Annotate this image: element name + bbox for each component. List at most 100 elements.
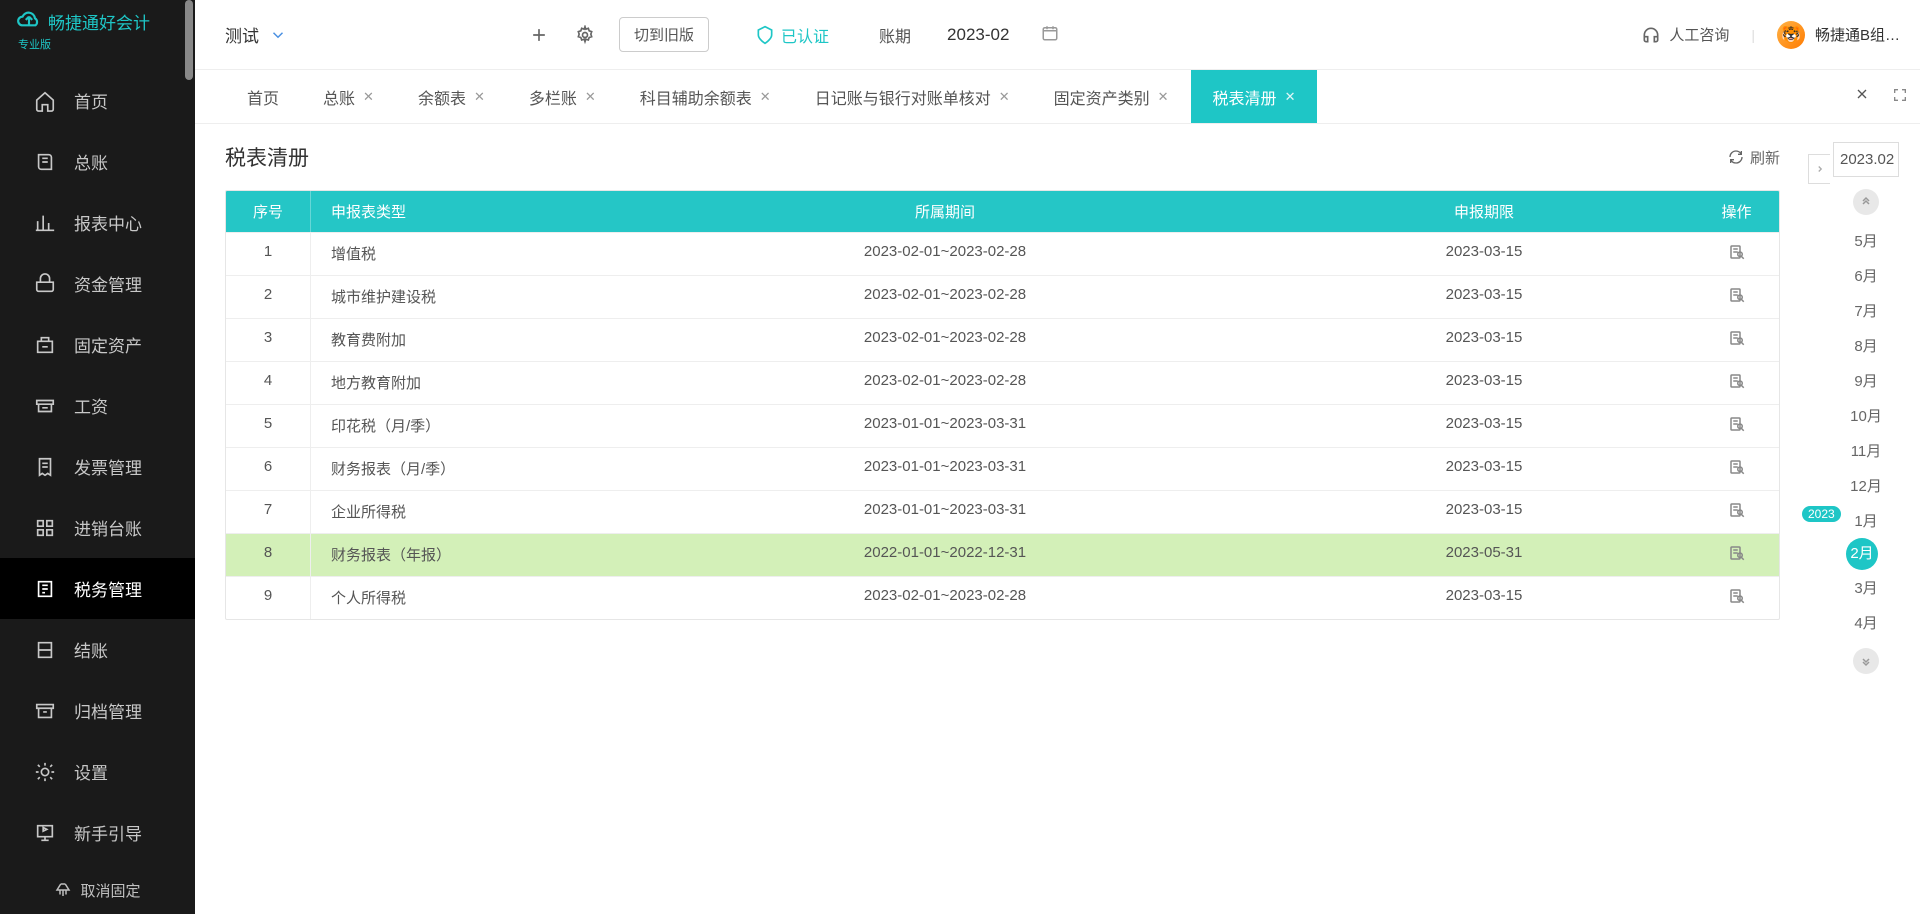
cell-period: 2023-01-01~2023-03-31 [616,448,1274,490]
period-picker[interactable] [1041,24,1059,45]
table-row[interactable]: 8财务报表（年报）2022-01-01~2022-12-312023-05-31 [226,533,1779,576]
table-row[interactable]: 4地方教育附加2023-02-01~2023-02-282023-03-15 [226,361,1779,404]
table-row[interactable]: 1增值税2023-02-01~2023-02-282023-03-15 [226,232,1779,275]
view-button[interactable] [1728,501,1746,519]
rail-month[interactable]: 1月2023 [1846,503,1886,538]
tab-close-button[interactable]: ✕ [999,89,1010,105]
tab-label: 多栏账 [529,85,577,109]
rail-month[interactable]: 11月 [1846,433,1886,468]
sidebar-scrollbar[interactable] [185,0,193,80]
rail-month[interactable]: 7月 [1846,293,1886,328]
table-row[interactable]: 3教育费附加2023-02-01~2023-02-282023-03-15 [226,318,1779,361]
sidebar-item-ledger[interactable]: 总账 [0,131,195,192]
cell-deadline: 2023-05-31 [1274,534,1694,576]
consult-button[interactable]: 人工咨询 [1641,24,1729,45]
rail-collapse-button[interactable] [1808,154,1830,184]
rail-month[interactable]: 2月 [1846,538,1878,570]
tab-close-button[interactable]: ✕ [585,89,596,105]
tab-close-button[interactable]: ✕ [474,89,485,105]
tab[interactable]: 科目辅助余额表✕ [618,70,793,123]
view-button[interactable] [1728,243,1746,261]
sidebar-item-home[interactable]: 首页 [0,70,195,131]
view-button[interactable] [1728,329,1746,347]
close-all-tabs-button[interactable] [1848,80,1876,113]
rail-month[interactable]: 12月 [1846,468,1886,503]
tab[interactable]: 多栏账 ✕ [507,70,618,123]
tab-close-button[interactable]: ✕ [363,89,374,105]
fullscreen-button[interactable] [1892,87,1908,106]
col-period: 所属期间 [616,191,1274,232]
sidebar-item-chart[interactable]: 报表中心 [0,192,195,253]
rail-month[interactable]: 3月 [1846,570,1886,605]
sidebar-unpin[interactable]: 取消固定 [0,866,195,914]
col-idx: 序号 [226,191,311,232]
rail-display[interactable]: 2023.02 [1833,142,1899,177]
tax-table: 序号 申报表类型 所属期间 申报期限 操作 1增值税2023-02-01~202… [225,190,1780,620]
tab[interactable]: 首页 [225,70,301,123]
table-row[interactable]: 2城市维护建设税2023-02-01~2023-02-282023-03-15 [226,275,1779,318]
account-selector[interactable]: 测试 [225,22,505,47]
table-row[interactable]: 9个人所得税2023-02-01~2023-02-282023-03-15 [226,576,1779,619]
sidebar-item-archive[interactable]: 归档管理 [0,680,195,741]
rail-month[interactable]: 8月 [1846,328,1886,363]
tab[interactable]: 税表清册✕ [1191,70,1318,123]
cell-deadline: 2023-03-15 [1274,362,1694,404]
rail-scroll-down[interactable] [1853,648,1879,674]
cell-period: 2023-02-01~2023-02-28 [616,577,1274,619]
switch-old-version-button[interactable]: 切到旧版 [619,17,709,52]
tab-label: 总账 [323,85,355,109]
rail-month[interactable]: 4月 [1846,605,1886,640]
refresh-button[interactable]: 刷新 [1728,147,1780,168]
verified-badge[interactable]: 已认证 [755,23,829,47]
tab[interactable]: 日记账与银行对账单核对✕ [793,70,1032,123]
sidebar-item-settings[interactable]: 设置 [0,741,195,802]
tab[interactable]: 总账 ✕ [301,70,396,123]
detail-icon [1728,544,1746,562]
tab-close-button[interactable]: ✕ [760,89,771,105]
sidebar-item-label: 资金管理 [74,271,142,296]
cell-idx: 9 [226,577,311,619]
sidebar-item-stock[interactable]: 进销台账 [0,497,195,558]
table-row[interactable]: 7企业所得税2023-01-01~2023-03-312023-03-15 [226,490,1779,533]
brand-edition: 专业版 [18,36,179,52]
view-button[interactable] [1728,372,1746,390]
table-row[interactable]: 6财务报表（月/季）2023-01-01~2023-03-312023-03-1… [226,447,1779,490]
brand-logo[interactable]: 畅捷通好会计 专业版 [0,0,195,70]
view-button[interactable] [1728,458,1746,476]
sidebar-item-asset[interactable]: 固定资产 [0,314,195,375]
view-button[interactable] [1728,415,1746,433]
sidebar-item-guide[interactable]: 新手引导 [0,802,195,863]
year-tag: 2023 [1802,506,1841,522]
unpin-icon [54,881,72,899]
sidebar-item-salary[interactable]: 工资 [0,375,195,436]
account-settings-button[interactable] [573,23,597,47]
tab[interactable]: 余额表✕ [396,70,507,123]
tab-close-button[interactable]: ✕ [1158,89,1169,105]
rail-month[interactable]: 6月 [1846,258,1886,293]
view-button[interactable] [1728,544,1746,562]
sidebar-item-invoice[interactable]: 发票管理 [0,436,195,497]
rail-month[interactable]: 9月 [1846,363,1886,398]
user-menu[interactable]: 🐯 畅捷通B组… [1777,21,1900,49]
expand-icon [1892,87,1908,103]
tab-close-button[interactable]: ✕ [1285,89,1296,105]
tax-icon [34,578,56,600]
cell-type: 企业所得税 [311,491,616,533]
view-button[interactable] [1728,286,1746,304]
add-account-button[interactable] [527,23,551,47]
cell-idx: 4 [226,362,311,404]
table-row[interactable]: 5印花税（月/季）2023-01-01~2023-03-312023-03-15 [226,404,1779,447]
cell-type: 增值税 [311,233,616,275]
rail-month[interactable]: 5月 [1846,223,1886,258]
cell-idx: 8 [226,534,311,576]
sidebar-item-tax[interactable]: 税务管理 [0,558,195,619]
sidebar-item-fund[interactable]: 资金管理 [0,253,195,314]
rail-month[interactable]: 10月 [1846,398,1886,433]
calendar-icon [1041,24,1059,42]
rail-scroll-up[interactable] [1853,189,1879,215]
cell-period: 2023-02-01~2023-02-28 [616,319,1274,361]
sidebar-item-close-book[interactable]: 结账 [0,619,195,680]
tab[interactable]: 固定资产类别✕ [1032,70,1191,123]
cell-deadline: 2023-03-15 [1274,233,1694,275]
view-button[interactable] [1728,587,1746,605]
